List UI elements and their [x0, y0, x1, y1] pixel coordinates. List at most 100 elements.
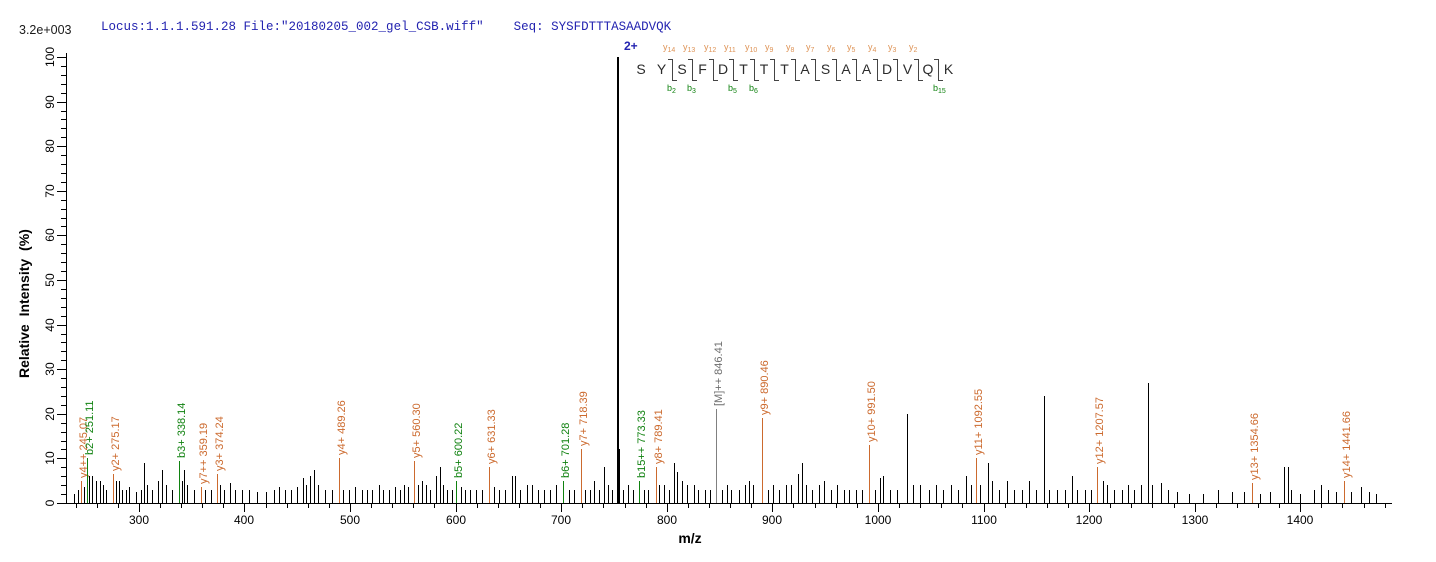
y-ion-label: y5 — [847, 42, 856, 54]
y-tick-label: 100 — [43, 46, 57, 68]
peak — [1270, 492, 1271, 503]
y-tick — [61, 342, 66, 343]
peak — [907, 414, 908, 503]
cleavage-mark-top-foot — [914, 59, 918, 60]
peak — [499, 490, 500, 503]
peak-label: y10+ 991.50 — [866, 381, 878, 442]
x-tick — [751, 504, 752, 508]
x-tick — [371, 504, 372, 508]
peak — [1103, 481, 1104, 503]
y-tick — [61, 164, 66, 165]
peak — [659, 485, 660, 503]
peak — [1351, 492, 1352, 503]
y-tick — [57, 146, 66, 147]
y-tick — [61, 253, 66, 254]
y-tick — [57, 369, 66, 370]
y-tick — [61, 334, 66, 335]
peak — [1336, 492, 1337, 503]
peak-label: y14+ 1441.66 — [1341, 411, 1353, 478]
peak — [1114, 490, 1115, 503]
ion-peak — [1344, 481, 1345, 503]
peak — [310, 476, 311, 503]
peak — [1291, 490, 1292, 503]
peak — [74, 494, 75, 503]
residue: Q — [922, 61, 934, 77]
peak-label: y2+ 275.17 — [110, 416, 122, 471]
peak — [1300, 494, 1301, 503]
y-tick — [61, 289, 66, 290]
peak — [628, 485, 629, 503]
peak — [590, 490, 591, 503]
peak — [184, 470, 185, 503]
peak-label: [M]++ 846.41 — [713, 341, 725, 406]
x-tick — [1152, 504, 1153, 508]
cleavage-mark-top-foot — [852, 59, 856, 60]
peak — [1077, 490, 1078, 503]
peak — [698, 490, 699, 503]
cleavage-mark-bottom-foot — [673, 80, 677, 81]
x-tick — [477, 504, 478, 508]
peak — [106, 490, 107, 503]
x-tick — [561, 504, 562, 512]
residue: A — [861, 61, 872, 77]
peak — [84, 487, 85, 503]
y-tick — [61, 218, 66, 219]
peak — [677, 472, 678, 503]
peak — [798, 474, 799, 503]
x-tick-label: 1000 — [864, 513, 892, 527]
seq-value: SYSFDTTTASAADVQK — [551, 20, 672, 34]
residue: A — [841, 61, 851, 77]
peak — [1314, 490, 1315, 503]
peak — [119, 481, 120, 503]
peak — [599, 490, 600, 503]
peak — [532, 485, 533, 503]
y-tick — [61, 351, 66, 352]
x-tick — [1174, 504, 1175, 508]
peak-label: y4+ 489.26 — [336, 400, 348, 455]
peak — [745, 485, 746, 503]
peak — [749, 481, 750, 503]
peak — [187, 485, 188, 503]
peak-label: y12+ 1207.57 — [1094, 397, 1106, 464]
peak — [89, 476, 90, 503]
x-tick — [413, 504, 414, 508]
x-tick — [603, 504, 604, 508]
x-tick — [857, 504, 858, 508]
peak — [731, 490, 732, 503]
peak — [594, 481, 595, 503]
residue: D — [717, 61, 729, 77]
x-tick — [97, 504, 98, 508]
y-tick — [61, 298, 66, 299]
peak — [96, 481, 97, 503]
y-tick — [61, 316, 66, 317]
peak — [644, 490, 645, 503]
cleavage-mark-bottom-foot — [775, 80, 779, 81]
peak — [447, 490, 448, 503]
peak — [162, 470, 163, 503]
peak — [633, 490, 634, 503]
x-tick — [266, 504, 267, 508]
y-tick — [61, 209, 66, 210]
precursor-charge-label: 2+ — [624, 39, 638, 53]
peak — [470, 490, 471, 503]
x-tick-label: 800 — [656, 513, 678, 527]
peak — [1369, 492, 1370, 503]
cleavage-mark — [774, 59, 775, 81]
peak — [831, 490, 832, 503]
peak — [116, 481, 117, 503]
x-tick — [308, 504, 309, 508]
x-tick — [1110, 504, 1111, 508]
ion-peak — [656, 467, 657, 503]
peak — [332, 490, 333, 503]
peak — [383, 490, 384, 503]
x-tick — [350, 504, 351, 512]
x-tick — [223, 504, 224, 508]
peak — [494, 487, 495, 503]
y-tick — [57, 458, 66, 459]
y-tick-label: 80 — [43, 139, 57, 153]
cleavage-mark — [897, 59, 898, 81]
peak — [367, 490, 368, 503]
ion-peak — [976, 458, 977, 503]
x-tick-label: 1300 — [1181, 513, 1209, 527]
